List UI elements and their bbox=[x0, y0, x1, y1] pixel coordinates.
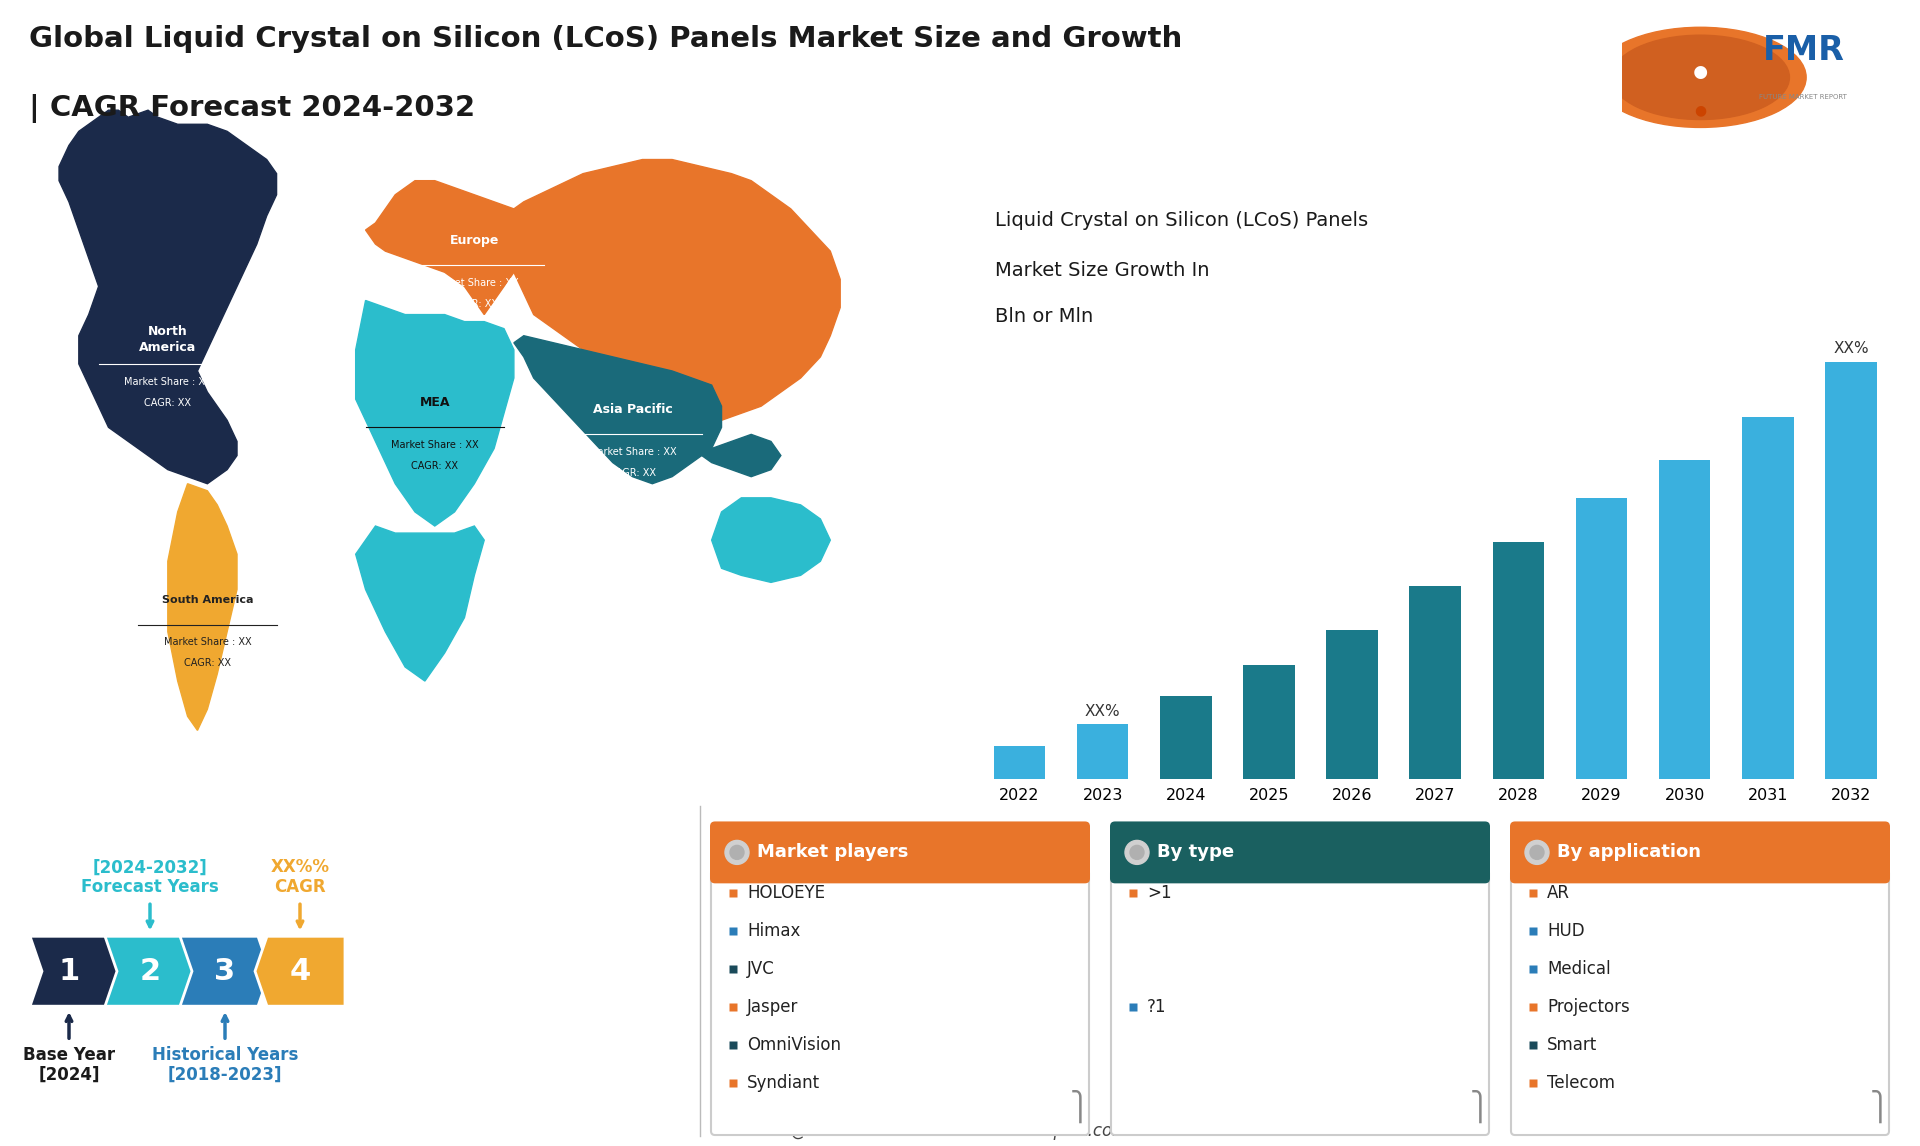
Polygon shape bbox=[703, 434, 781, 477]
Circle shape bbox=[726, 840, 749, 864]
FancyBboxPatch shape bbox=[710, 822, 1091, 884]
Text: Bln or Mln: Bln or Mln bbox=[995, 307, 1092, 327]
Text: Medical: Medical bbox=[1548, 960, 1611, 979]
Text: JVC: JVC bbox=[747, 960, 776, 979]
Text: Market Share : XX: Market Share : XX bbox=[589, 447, 676, 457]
Circle shape bbox=[730, 846, 745, 860]
Text: ⎫: ⎫ bbox=[1870, 1090, 1891, 1123]
Text: Forecast Years: Forecast Years bbox=[81, 878, 219, 896]
Text: 3: 3 bbox=[215, 957, 236, 986]
Bar bbox=[1741, 416, 1793, 779]
Text: Historical Years: Historical Years bbox=[152, 1046, 298, 1065]
Polygon shape bbox=[167, 484, 236, 730]
Circle shape bbox=[1524, 840, 1549, 864]
Text: Himax: Himax bbox=[747, 923, 801, 940]
Text: XX%: XX% bbox=[1834, 340, 1868, 355]
Polygon shape bbox=[355, 526, 484, 681]
Polygon shape bbox=[365, 181, 534, 314]
Text: Europe: Europe bbox=[449, 234, 499, 248]
Text: ⚫: ⚫ bbox=[1690, 61, 1713, 88]
Bar bbox=[1327, 630, 1379, 779]
Text: 2: 2 bbox=[140, 957, 161, 986]
Text: [2018-2023]: [2018-2023] bbox=[167, 1066, 282, 1084]
Bar bbox=[995, 746, 1044, 779]
Circle shape bbox=[1125, 840, 1148, 864]
Text: MEA: MEA bbox=[420, 397, 449, 409]
Text: Smart: Smart bbox=[1548, 1036, 1597, 1054]
Text: CAGR: XX: CAGR: XX bbox=[451, 299, 497, 309]
Bar bbox=[1576, 497, 1628, 779]
Circle shape bbox=[1594, 28, 1807, 127]
Text: AR: AR bbox=[1548, 885, 1571, 902]
Text: XX%: XX% bbox=[1085, 704, 1121, 719]
Bar bbox=[1826, 361, 1876, 779]
Text: Global Liquid Crystal on Silicon (LCoS) Panels Market Size and Growth: Global Liquid Crystal on Silicon (LCoS) … bbox=[29, 25, 1183, 53]
Text: North
America: North America bbox=[138, 324, 196, 354]
Text: Telecom: Telecom bbox=[1548, 1074, 1615, 1092]
Text: Liquid Crystal on Silicon (LCoS) Panels: Liquid Crystal on Silicon (LCoS) Panels bbox=[995, 211, 1367, 230]
Text: South America: South America bbox=[161, 595, 253, 605]
Text: ?1: ?1 bbox=[1146, 998, 1167, 1017]
Polygon shape bbox=[180, 936, 271, 1006]
Text: Projectors: Projectors bbox=[1548, 998, 1630, 1017]
Polygon shape bbox=[515, 336, 722, 484]
Text: Market Share : XX: Market Share : XX bbox=[430, 277, 518, 288]
Polygon shape bbox=[60, 110, 276, 484]
FancyBboxPatch shape bbox=[1511, 870, 1889, 1135]
Text: ⎫: ⎫ bbox=[1069, 1090, 1091, 1123]
Text: Base Year: Base Year bbox=[23, 1046, 115, 1065]
Bar bbox=[1492, 542, 1544, 779]
Text: By application: By application bbox=[1557, 843, 1701, 862]
Text: CAGR: XX: CAGR: XX bbox=[411, 461, 459, 471]
Polygon shape bbox=[31, 936, 119, 1006]
Bar bbox=[1659, 461, 1711, 779]
Text: Jasper: Jasper bbox=[747, 998, 799, 1017]
Text: CAGR: CAGR bbox=[275, 878, 326, 896]
Text: Market Share : XX: Market Share : XX bbox=[392, 440, 478, 450]
FancyBboxPatch shape bbox=[1112, 870, 1490, 1135]
Circle shape bbox=[1131, 846, 1144, 860]
FancyBboxPatch shape bbox=[1110, 822, 1490, 884]
Text: CAGR: XX: CAGR: XX bbox=[144, 398, 192, 408]
Text: OmniVision: OmniVision bbox=[747, 1036, 841, 1054]
Bar bbox=[1242, 665, 1294, 779]
Bar bbox=[1409, 586, 1461, 779]
Circle shape bbox=[1611, 36, 1789, 119]
Text: @Source: www.futuremarket report.com: @Source: www.futuremarket report.com bbox=[791, 1122, 1129, 1140]
Circle shape bbox=[1530, 846, 1544, 860]
Text: By type: By type bbox=[1158, 843, 1235, 862]
Text: CAGR: XX: CAGR: XX bbox=[184, 659, 230, 668]
Polygon shape bbox=[712, 497, 829, 582]
FancyBboxPatch shape bbox=[1509, 822, 1889, 884]
Bar bbox=[1077, 724, 1129, 779]
Text: >1: >1 bbox=[1146, 885, 1171, 902]
Text: | CAGR Forecast 2024-2032: | CAGR Forecast 2024-2032 bbox=[29, 94, 474, 123]
Text: Market Share : XX: Market Share : XX bbox=[163, 637, 252, 647]
Text: ⎫: ⎫ bbox=[1469, 1090, 1490, 1123]
Text: FMR: FMR bbox=[1763, 34, 1845, 68]
Text: 4: 4 bbox=[290, 957, 311, 986]
Text: ●: ● bbox=[1693, 103, 1707, 117]
Text: HUD: HUD bbox=[1548, 923, 1584, 940]
Text: Market players: Market players bbox=[756, 843, 908, 862]
Text: CAGR: XX: CAGR: XX bbox=[609, 469, 657, 478]
Text: HOLOEYE: HOLOEYE bbox=[747, 885, 826, 902]
Text: Syndiant: Syndiant bbox=[747, 1074, 820, 1092]
Polygon shape bbox=[505, 159, 841, 421]
Text: XX%%: XX%% bbox=[271, 858, 330, 877]
Polygon shape bbox=[355, 300, 515, 526]
Text: [2024]: [2024] bbox=[38, 1066, 100, 1084]
FancyBboxPatch shape bbox=[710, 870, 1089, 1135]
Bar bbox=[1160, 696, 1212, 779]
Text: Market Size Growth In: Market Size Growth In bbox=[995, 261, 1210, 281]
Polygon shape bbox=[255, 936, 346, 1006]
Text: Asia Pacific: Asia Pacific bbox=[593, 403, 672, 416]
Polygon shape bbox=[106, 936, 196, 1006]
Text: Market Share : XX: Market Share : XX bbox=[125, 377, 211, 386]
Text: FUTURE MARKET REPORT: FUTURE MARKET REPORT bbox=[1759, 94, 1847, 100]
Text: [2024-2032]: [2024-2032] bbox=[92, 858, 207, 877]
Text: 1: 1 bbox=[58, 957, 79, 986]
